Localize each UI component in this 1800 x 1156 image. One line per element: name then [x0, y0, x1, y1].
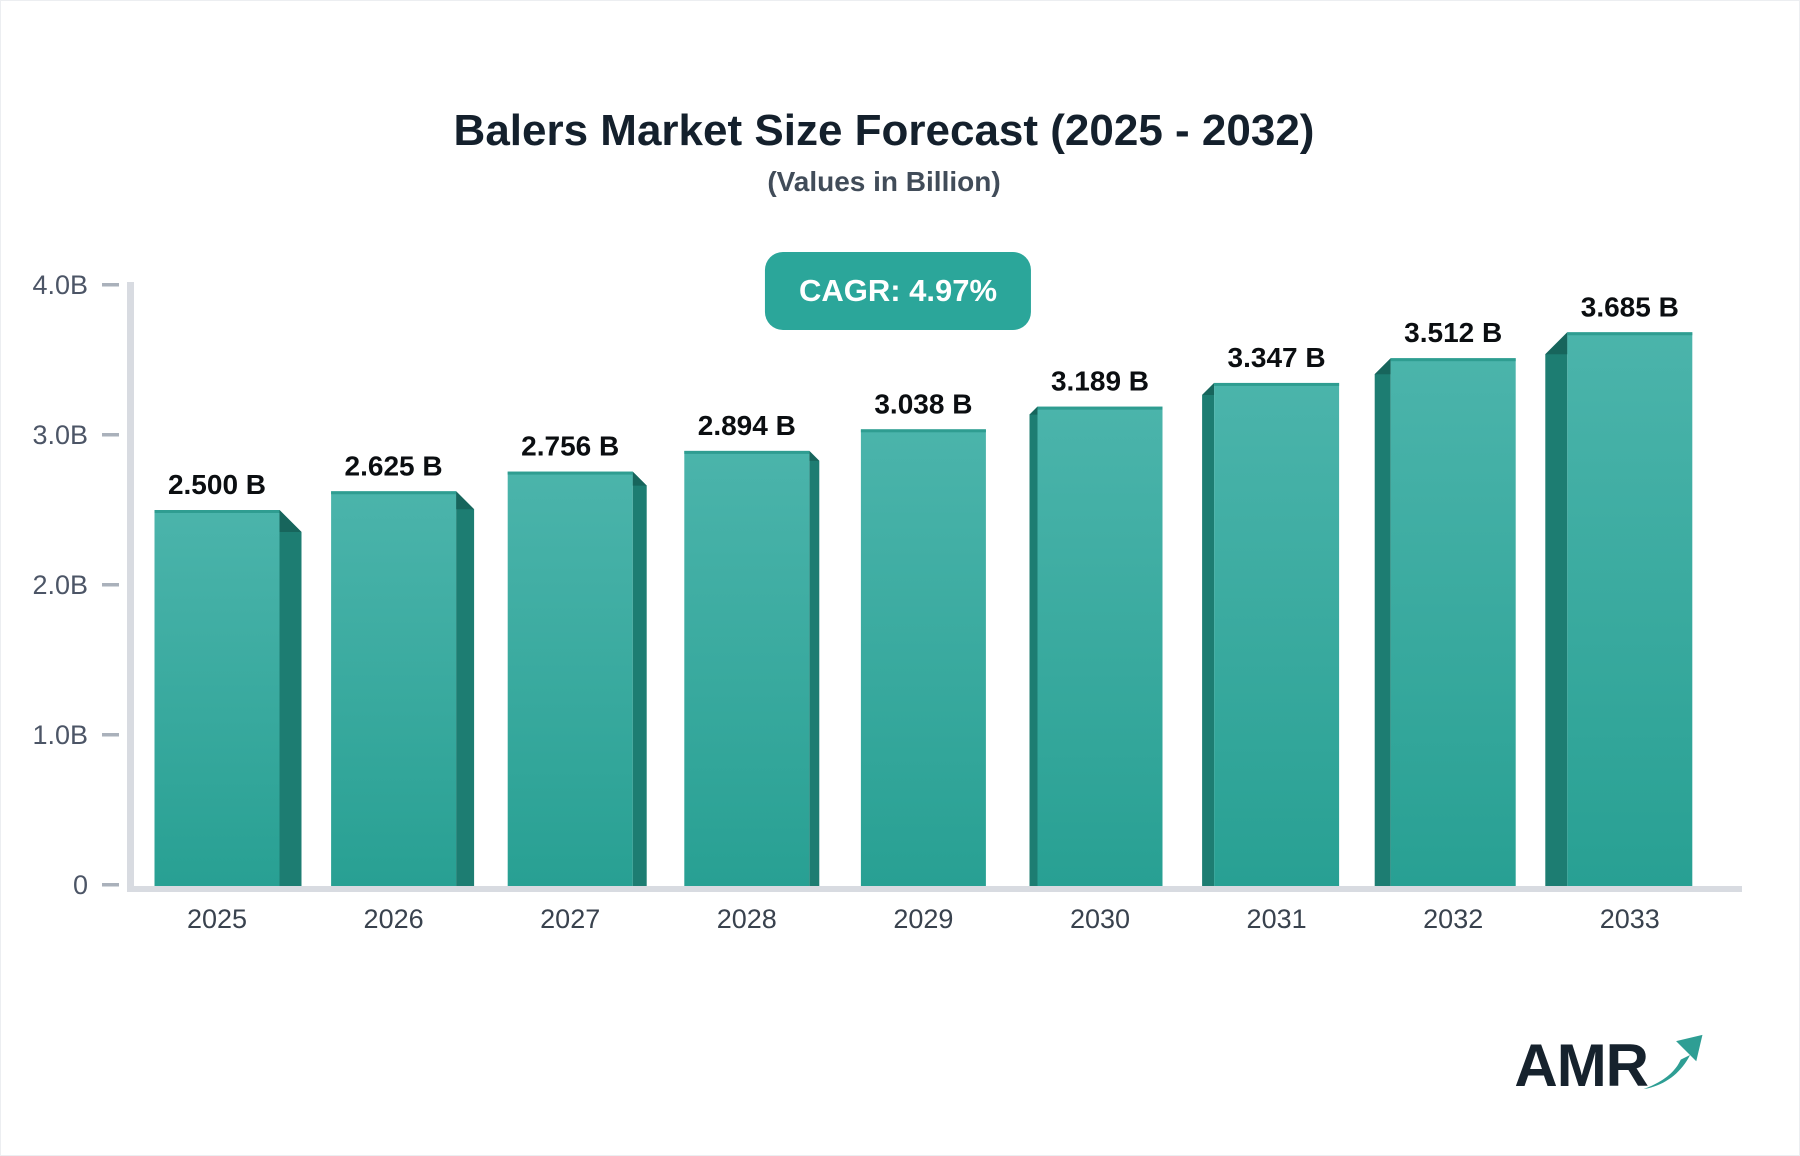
x-tick-label-2032: 2032	[1423, 904, 1483, 934]
bar-2033	[1545, 332, 1693, 886]
amr-logo: AMR	[1514, 1030, 1704, 1096]
growth-arrow-icon	[1643, 1034, 1703, 1090]
bar-top-edge	[1037, 406, 1163, 410]
bar-top-edge	[507, 471, 633, 475]
bar-2029	[860, 429, 986, 886]
bar-bevel	[279, 510, 302, 532]
value-label-2030: 3.189 B	[1051, 366, 1149, 397]
bar-bevel	[1545, 332, 1568, 355]
y-tick-mark	[102, 283, 119, 287]
bar-side-face	[632, 471, 647, 886]
value-label-2025: 2.500 B	[168, 469, 266, 500]
bar-front-face	[1214, 382, 1340, 886]
bar-front-face	[684, 450, 810, 886]
cagr-badge: CAGR: 4.97%	[764, 252, 1032, 330]
y-tick-label-3.0B: 3.0B	[32, 420, 88, 450]
axis-layer	[102, 282, 1742, 892]
x-tick-label-2029: 2029	[893, 904, 953, 934]
bar-top-edge	[331, 491, 457, 495]
x-tick-label-2033: 2033	[1600, 904, 1660, 934]
bar-side-face	[1545, 332, 1568, 886]
bar-side-face	[1202, 382, 1215, 886]
y-tick-mark	[102, 433, 119, 437]
bar-2030	[1029, 406, 1163, 886]
bar-top-edge	[1567, 332, 1693, 336]
x-axis-line	[127, 886, 1742, 892]
value-label-2027: 2.756 B	[521, 431, 619, 462]
x-tick-label-2028: 2028	[717, 904, 777, 934]
bar-side-face	[1374, 358, 1391, 886]
bar-bevel	[809, 450, 820, 461]
amr-logo-text: AMR	[1514, 1032, 1649, 1099]
value-label-2032: 3.512 B	[1404, 317, 1502, 348]
bar-2028	[684, 450, 820, 886]
bar-2027	[507, 471, 647, 886]
labels-layer: 0 1.0B 2.0B 3.0B 4.0B 2.500 B 2025 2.625 B 2026 2…	[32, 270, 1678, 934]
value-label-2033: 3.685 B	[1581, 291, 1679, 322]
chart-title: Balers Market Size Forecast (2025 - 2032…	[453, 106, 1315, 155]
bar-front-face	[860, 429, 986, 886]
y-tick-label-0: 0	[73, 870, 88, 900]
bar-2026	[331, 491, 475, 886]
y-tick-label-4.0B: 4.0B	[32, 270, 88, 300]
bar-top-edge	[1214, 382, 1340, 386]
bar-2032	[1374, 358, 1516, 886]
bar-bevel	[456, 491, 475, 510]
bar-front-face	[507, 471, 633, 886]
value-label-2026: 2.625 B	[345, 450, 443, 481]
bar-front-face	[331, 491, 457, 886]
bar-2031	[1202, 382, 1340, 886]
y-tick-label-2.0B: 2.0B	[32, 570, 88, 600]
bar-side-face	[279, 510, 302, 886]
bar-bevel	[1202, 382, 1215, 395]
y-tick-mark	[102, 883, 119, 887]
bar-bevel	[1029, 406, 1038, 415]
bar-bevel	[632, 471, 647, 486]
bar-top-edge	[860, 429, 986, 433]
value-label-2031: 3.347 B	[1228, 342, 1326, 373]
y-tick-label-1.0B: 1.0B	[32, 720, 88, 750]
bar-top-edge	[1390, 358, 1516, 362]
y-tick-mark	[102, 733, 119, 737]
bar-side-face	[1029, 406, 1038, 886]
bar-front-face	[1037, 406, 1163, 886]
bar-2025	[154, 510, 302, 886]
bar-front-face	[1567, 332, 1693, 886]
bar-top-edge	[154, 510, 280, 513]
bar-front-face	[1390, 358, 1516, 886]
bar-top-edge	[684, 450, 810, 454]
chart-subtitle: (Values in Billion)	[767, 166, 1001, 197]
bar-bevel	[1374, 358, 1391, 375]
bar-side-face	[456, 491, 475, 886]
x-tick-label-2031: 2031	[1247, 904, 1307, 934]
x-tick-label-2025: 2025	[187, 904, 247, 934]
x-tick-label-2030: 2030	[1070, 904, 1130, 934]
y-tick-mark	[102, 583, 119, 587]
bar-front-face	[154, 510, 280, 886]
bars-layer	[154, 332, 1693, 886]
y-axis-line	[127, 282, 134, 892]
value-label-2029: 3.038 B	[874, 388, 972, 419]
x-tick-label-2027: 2027	[540, 904, 600, 934]
bar-side-face	[809, 450, 820, 886]
x-tick-label-2026: 2026	[364, 904, 424, 934]
value-label-2028: 2.894 B	[698, 410, 796, 441]
